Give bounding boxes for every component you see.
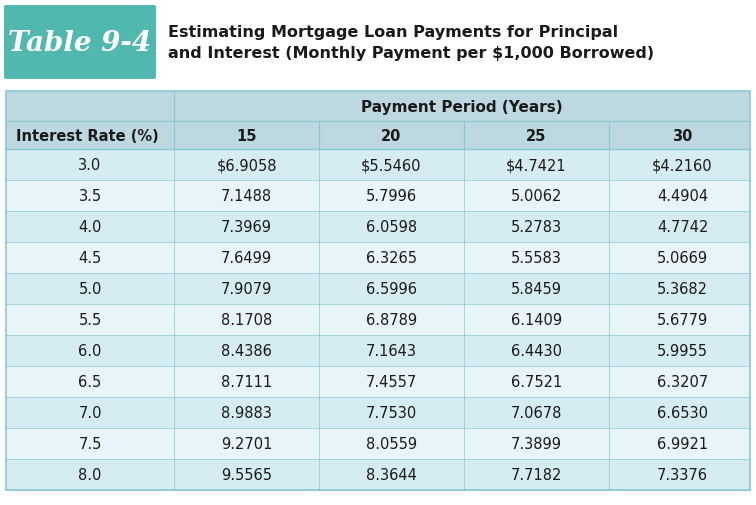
Text: 6.7521: 6.7521 bbox=[511, 374, 562, 389]
Text: 6.0598: 6.0598 bbox=[366, 220, 417, 234]
Bar bbox=[6, 305, 750, 335]
Bar bbox=[6, 122, 750, 149]
Text: 5.7996: 5.7996 bbox=[366, 189, 417, 204]
Bar bbox=[6, 397, 750, 428]
Text: 3.5: 3.5 bbox=[79, 189, 101, 204]
Bar bbox=[6, 212, 750, 242]
Bar bbox=[6, 92, 750, 122]
Text: 15: 15 bbox=[236, 128, 257, 143]
Text: 5.6779: 5.6779 bbox=[657, 313, 708, 327]
Text: 9.2701: 9.2701 bbox=[221, 436, 272, 451]
Text: 7.7182: 7.7182 bbox=[511, 467, 562, 482]
Text: 8.1708: 8.1708 bbox=[221, 313, 272, 327]
Text: 5.9955: 5.9955 bbox=[657, 343, 708, 358]
Text: 7.4557: 7.4557 bbox=[366, 374, 417, 389]
Text: 5.0062: 5.0062 bbox=[511, 189, 562, 204]
Text: 6.8789: 6.8789 bbox=[366, 313, 417, 327]
Text: 30: 30 bbox=[672, 128, 692, 143]
Text: 7.3376: 7.3376 bbox=[657, 467, 708, 482]
Text: 6.3265: 6.3265 bbox=[366, 250, 417, 266]
Text: 5.0: 5.0 bbox=[79, 281, 102, 296]
Text: 20: 20 bbox=[381, 128, 401, 143]
Bar bbox=[6, 149, 750, 181]
Bar bbox=[6, 335, 750, 366]
Text: 6.3207: 6.3207 bbox=[657, 374, 708, 389]
Text: 7.3899: 7.3899 bbox=[511, 436, 562, 451]
Text: 7.7530: 7.7530 bbox=[366, 405, 417, 420]
Text: 8.4386: 8.4386 bbox=[221, 343, 272, 358]
Text: Table 9-4: Table 9-4 bbox=[8, 29, 151, 57]
Text: 4.0: 4.0 bbox=[79, 220, 102, 234]
Text: 6.5996: 6.5996 bbox=[366, 281, 417, 296]
Text: 7.5: 7.5 bbox=[79, 436, 102, 451]
Text: Interest Rate (%): Interest Rate (%) bbox=[16, 128, 159, 143]
Text: 8.7111: 8.7111 bbox=[221, 374, 272, 389]
Bar bbox=[6, 274, 750, 305]
Text: $5.5460: $5.5460 bbox=[361, 158, 422, 173]
Text: 7.6499: 7.6499 bbox=[221, 250, 272, 266]
Text: 8.0559: 8.0559 bbox=[366, 436, 417, 451]
Text: 6.4430: 6.4430 bbox=[511, 343, 562, 358]
Bar bbox=[6, 92, 750, 490]
Text: 7.9079: 7.9079 bbox=[221, 281, 272, 296]
Text: Estimating Mortgage Loan Payments for Principal
and Interest (Monthly Payment pe: Estimating Mortgage Loan Payments for Pr… bbox=[168, 25, 654, 61]
Text: 8.9883: 8.9883 bbox=[221, 405, 272, 420]
Text: 7.1643: 7.1643 bbox=[366, 343, 417, 358]
Text: 8.0: 8.0 bbox=[79, 467, 102, 482]
Text: 5.8459: 5.8459 bbox=[511, 281, 562, 296]
Bar bbox=[6, 181, 750, 212]
Text: 9.5565: 9.5565 bbox=[221, 467, 272, 482]
Text: 6.5: 6.5 bbox=[79, 374, 101, 389]
Text: 4.7742: 4.7742 bbox=[657, 220, 708, 234]
Text: Payment Period (Years): Payment Period (Years) bbox=[361, 99, 562, 114]
Text: 7.1488: 7.1488 bbox=[221, 189, 272, 204]
Text: 5.2783: 5.2783 bbox=[511, 220, 562, 234]
Text: 6.0: 6.0 bbox=[79, 343, 102, 358]
Text: 5.0669: 5.0669 bbox=[657, 250, 708, 266]
FancyBboxPatch shape bbox=[3, 5, 157, 81]
Text: $6.9058: $6.9058 bbox=[216, 158, 277, 173]
Text: 3.0: 3.0 bbox=[79, 158, 101, 173]
Text: 5.3682: 5.3682 bbox=[657, 281, 708, 296]
Bar bbox=[6, 459, 750, 490]
Text: 7.0678: 7.0678 bbox=[511, 405, 562, 420]
Text: 4.4904: 4.4904 bbox=[657, 189, 708, 204]
Bar bbox=[6, 366, 750, 397]
Text: 6.9921: 6.9921 bbox=[657, 436, 708, 451]
Text: $4.2160: $4.2160 bbox=[652, 158, 713, 173]
Bar bbox=[6, 242, 750, 274]
Text: 8.3644: 8.3644 bbox=[366, 467, 417, 482]
Text: 7.0: 7.0 bbox=[79, 405, 102, 420]
Text: 5.5: 5.5 bbox=[79, 313, 101, 327]
Text: 25: 25 bbox=[526, 128, 547, 143]
Text: 6.1409: 6.1409 bbox=[511, 313, 562, 327]
Text: 4.5: 4.5 bbox=[79, 250, 101, 266]
Bar bbox=[6, 428, 750, 459]
Text: 7.3969: 7.3969 bbox=[221, 220, 272, 234]
Text: 5.5583: 5.5583 bbox=[511, 250, 562, 266]
Text: 6.6530: 6.6530 bbox=[657, 405, 708, 420]
Text: $4.7421: $4.7421 bbox=[507, 158, 567, 173]
